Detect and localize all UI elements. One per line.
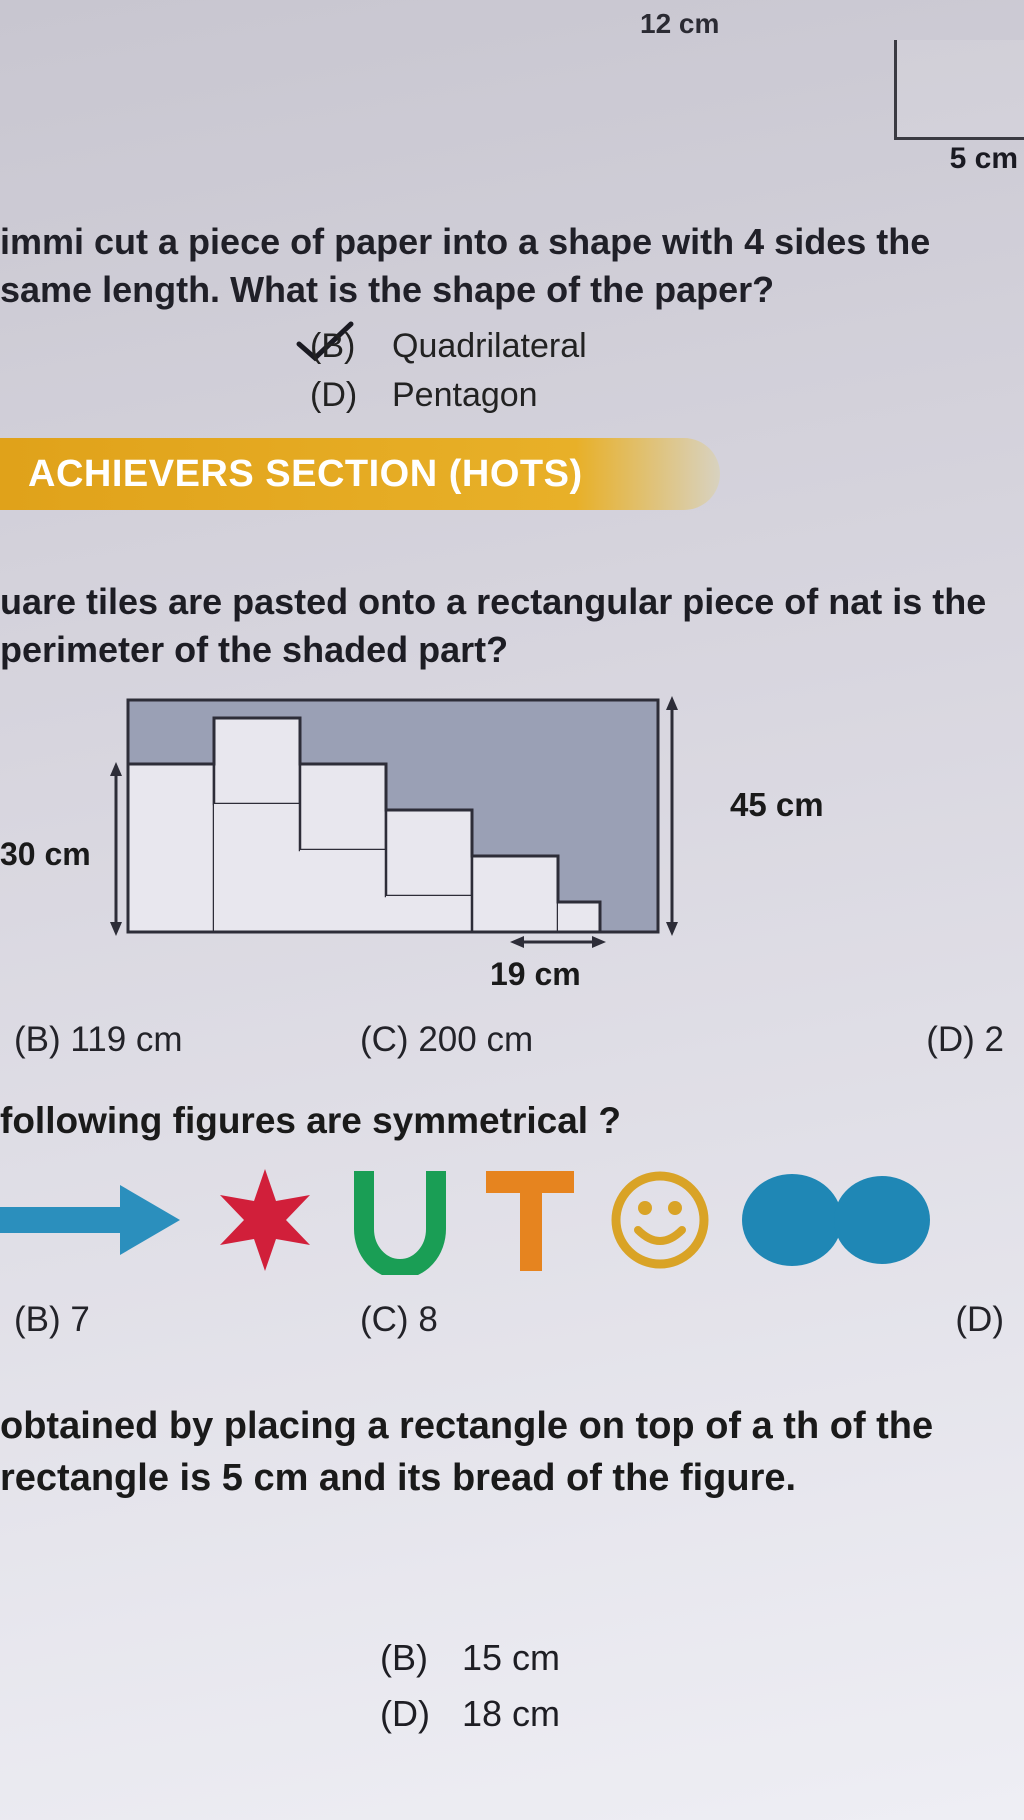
t-letter-icon — [480, 1165, 580, 1275]
u-letter-icon — [350, 1165, 450, 1275]
q2-option-c: (C) 200 cm — [360, 1020, 760, 1060]
option-text: 119 cm — [70, 1020, 182, 1059]
label-45cm: 45 cm — [730, 786, 824, 824]
banner-text: ACHIEVERS SECTION (HOTS) — [28, 453, 583, 496]
q1-option-d: (D) Pentagon — [310, 371, 587, 420]
option-letter: (D) — [380, 1686, 440, 1742]
label-30cm: 30 cm — [0, 836, 91, 873]
q4-text: obtained by placing a rectangle on top o… — [0, 1400, 1018, 1505]
option-letter: (C) — [360, 1300, 409, 1339]
blob-icon — [740, 1170, 930, 1270]
option-letter: (B) — [310, 322, 370, 371]
q2-option-b: (B) 119 cm — [0, 1020, 360, 1060]
star-icon — [210, 1165, 320, 1275]
q4-option-b: (B) 15 cm — [380, 1630, 560, 1686]
arrow-icon — [0, 1185, 180, 1255]
option-text: 2 — [985, 1020, 1004, 1059]
q3-option-c: (C) 8 — [360, 1300, 760, 1340]
q3-option-d: (D) — [760, 1300, 1024, 1340]
q4-option-d: (D) 18 cm — [380, 1686, 560, 1742]
q4-options: (B) 15 cm (D) 18 cm — [380, 1630, 560, 1742]
option-letter: (B) — [14, 1300, 61, 1339]
q3-option-b: (B) 7 — [0, 1300, 360, 1340]
option-text: 8 — [418, 1300, 437, 1339]
q2-text: uare tiles are pasted onto a rectangular… — [0, 578, 1018, 673]
q1-option-b: (B) Quadrilateral — [310, 322, 587, 371]
option-letter: (D) — [926, 1020, 975, 1059]
option-letter: (C) — [360, 1020, 409, 1059]
q2-options: (B) 119 cm (C) 200 cm (D) 2 — [0, 1020, 1024, 1060]
q2-option-d: (D) 2 — [760, 1020, 1024, 1060]
top-box-label: 5 cm — [950, 142, 1018, 176]
option-text: 7 — [70, 1300, 89, 1339]
q1-text: immi cut a piece of paper into a shape w… — [0, 218, 1014, 313]
top-box-shape — [894, 40, 1024, 140]
option-text: 15 cm — [462, 1630, 560, 1686]
option-letter: (B) — [14, 1020, 61, 1059]
option-text: Quadrilateral — [392, 322, 587, 371]
smiley-icon — [610, 1170, 710, 1270]
option-text: Pentagon — [392, 371, 538, 420]
q2-diagram — [60, 690, 700, 950]
option-text: 18 cm — [462, 1686, 560, 1742]
section-banner: ACHIEVERS SECTION (HOTS) — [0, 438, 720, 510]
option-text: 200 cm — [418, 1020, 533, 1059]
label-19cm: 19 cm — [490, 956, 581, 993]
q3-text: following figures are symmetrical ? — [0, 1100, 621, 1142]
top-fragment-text: 12 cm — [640, 8, 719, 40]
option-letter: (B) — [380, 1630, 440, 1686]
option-letter: (D) — [955, 1300, 1004, 1339]
q3-options: (B) 7 (C) 8 (D) — [0, 1300, 1024, 1340]
q3-symbols-row — [0, 1160, 1004, 1280]
option-letter: (D) — [310, 371, 370, 420]
page-root: 12 cm 5 cm immi cut a piece of paper int… — [0, 0, 1024, 1820]
q1-options: (B) Quadrilateral (D) Pentagon — [310, 322, 587, 421]
